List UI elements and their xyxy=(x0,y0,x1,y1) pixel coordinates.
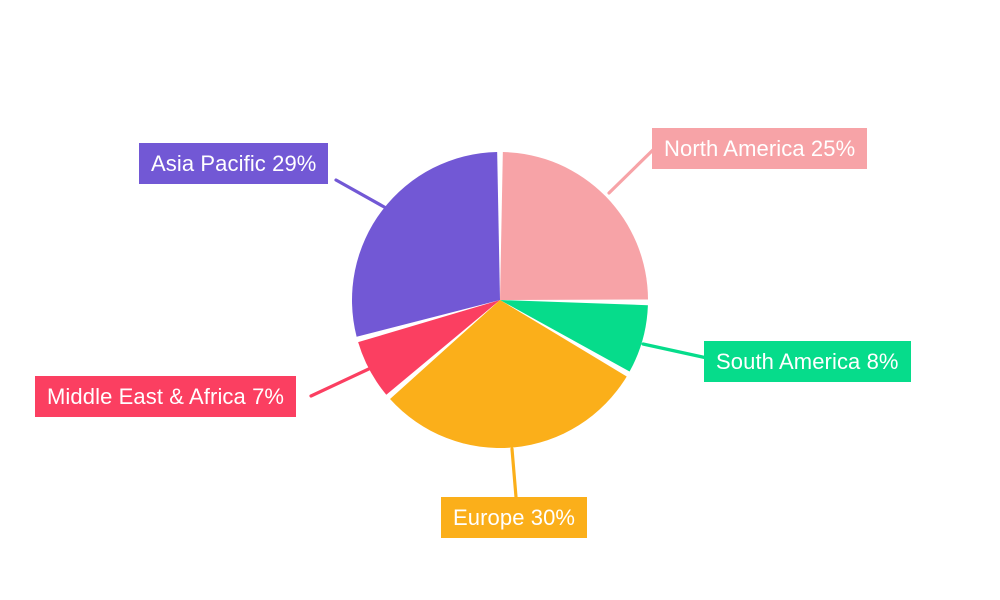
pie-label-south-america[interactable]: South America 8% xyxy=(704,341,911,382)
pie-slice-asia-pacific[interactable] xyxy=(352,152,500,337)
pie-slices-group xyxy=(352,152,648,449)
pie-slice-middle-east-africa[interactable] xyxy=(358,300,500,395)
pie-label-europe[interactable]: Europe 30% xyxy=(441,497,588,538)
pie-label-middle-east-africa[interactable]: Middle East & Africa 7% xyxy=(35,376,297,417)
pie-slice-europe[interactable] xyxy=(390,300,627,449)
leader-line-europe xyxy=(510,447,518,499)
pie-label-middle-east-africa-text: Middle East & Africa 7% xyxy=(47,384,285,409)
leader-line-north-america xyxy=(607,144,659,195)
pie-label-asia-pacific[interactable]: Asia Pacific 29% xyxy=(139,143,329,184)
leader-line-south-america xyxy=(641,342,709,360)
leader-line-asia-pacific xyxy=(334,178,388,210)
pie-label-asia-pacific-text: Asia Pacific 29% xyxy=(151,151,317,176)
leader-line-middle-east-africa xyxy=(309,365,375,398)
pie-label-south-america-text: South America 8% xyxy=(716,349,899,374)
pie-label-north-america[interactable]: North America 25% xyxy=(652,128,868,169)
pie-label-europe-text: Europe 30% xyxy=(453,505,576,530)
pie-slice-north-america[interactable] xyxy=(500,152,648,300)
pie-label-north-america-text: North America 25% xyxy=(664,136,856,161)
pie-slice-south-america[interactable] xyxy=(500,300,648,372)
